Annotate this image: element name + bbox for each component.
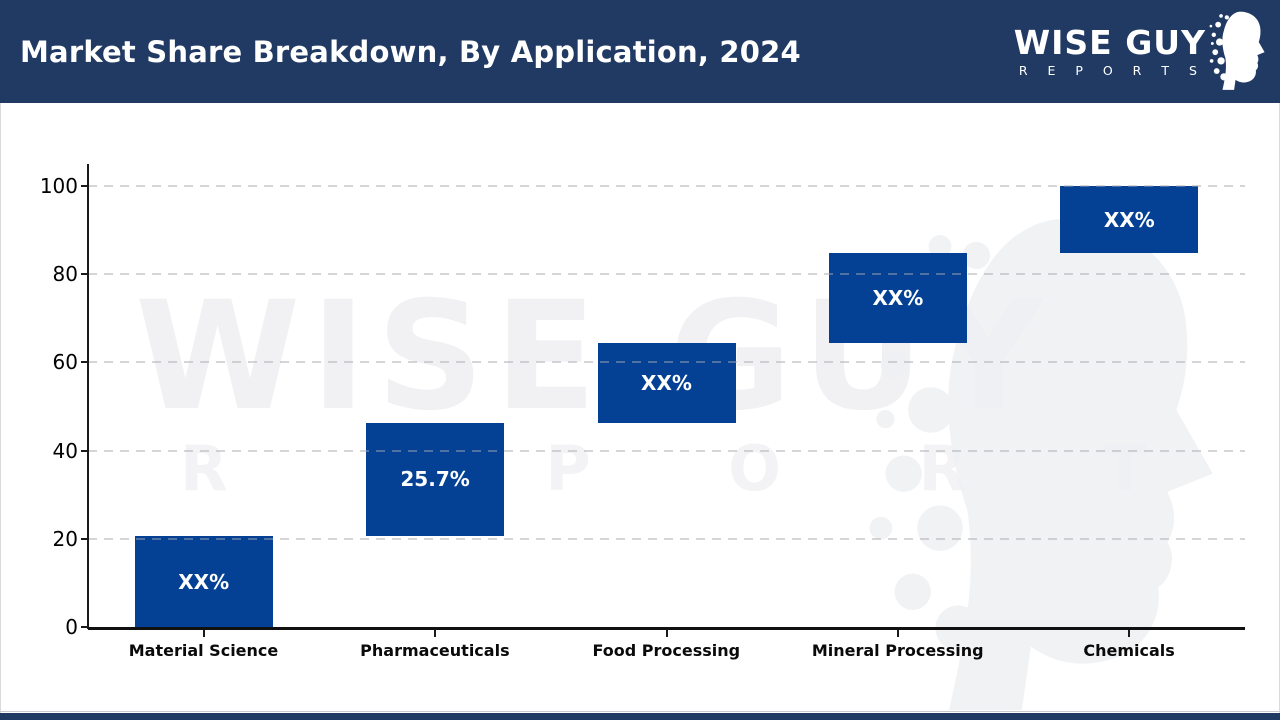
bar-food-processing — [597, 343, 736, 423]
x-category-label: Pharmaceuticals — [360, 641, 510, 660]
gridline-60 — [88, 361, 1245, 364]
bar-material-science — [134, 536, 273, 627]
gridline-20 — [88, 537, 1245, 540]
bar-value-label: XX% — [178, 569, 230, 594]
y-tick-label: 0 — [65, 615, 78, 639]
y-tick-label: 60 — [52, 350, 78, 375]
gridline-100 — [88, 185, 1245, 187]
x-tick — [1128, 630, 1131, 637]
page-title: Market Share Breakdown, By Application, … — [20, 34, 801, 69]
x-axis-line — [88, 627, 1245, 630]
x-category-label: Material Science — [128, 641, 279, 660]
dotted-head-profile-icon — [1208, 10, 1266, 94]
y-tick — [81, 273, 88, 276]
x-category-label: Mineral Processing — [811, 641, 984, 660]
bar-mineral-processing — [828, 253, 967, 344]
x-tick — [896, 630, 899, 637]
y-tick-label: 20 — [52, 526, 78, 551]
bar-value-label: XX% — [1103, 207, 1155, 232]
bar-chemicals — [1060, 186, 1199, 254]
gridline-40 — [88, 449, 1245, 452]
y-tick — [81, 537, 88, 540]
brand-logo-text: WISE GUY R E P O R T S — [1014, 26, 1206, 78]
header: Market Share Breakdown, By Application, … — [0, 0, 1280, 103]
y-tick-label: 40 — [52, 438, 78, 463]
x-category-label: Food Processing — [592, 641, 741, 660]
bar-value-label: 25.7% — [400, 467, 470, 492]
x-category-label: Chemicals — [1083, 641, 1175, 660]
bottom-divider — [0, 711, 1280, 712]
x-tick — [665, 630, 668, 637]
x-tick — [202, 630, 205, 637]
y-tick-label: 80 — [52, 262, 78, 287]
footer-bar — [0, 713, 1280, 720]
brand-logo: WISE GUY R E P O R T S — [1014, 10, 1266, 94]
y-tick — [81, 449, 88, 452]
bar-value-label: XX% — [872, 286, 924, 311]
brand-subname: R E P O R T S — [1018, 62, 1205, 78]
y-axis-line — [87, 164, 89, 629]
bar-value-label: XX% — [641, 371, 692, 396]
y-tick-label: 100 — [39, 174, 78, 198]
y-tick — [81, 626, 88, 628]
y-tick — [81, 185, 88, 187]
y-tick — [81, 361, 88, 364]
gridline-80 — [88, 273, 1245, 276]
bar-pharmaceuticals — [366, 422, 505, 537]
x-tick — [434, 630, 437, 637]
brand-name: WISE GUY — [1013, 22, 1206, 62]
